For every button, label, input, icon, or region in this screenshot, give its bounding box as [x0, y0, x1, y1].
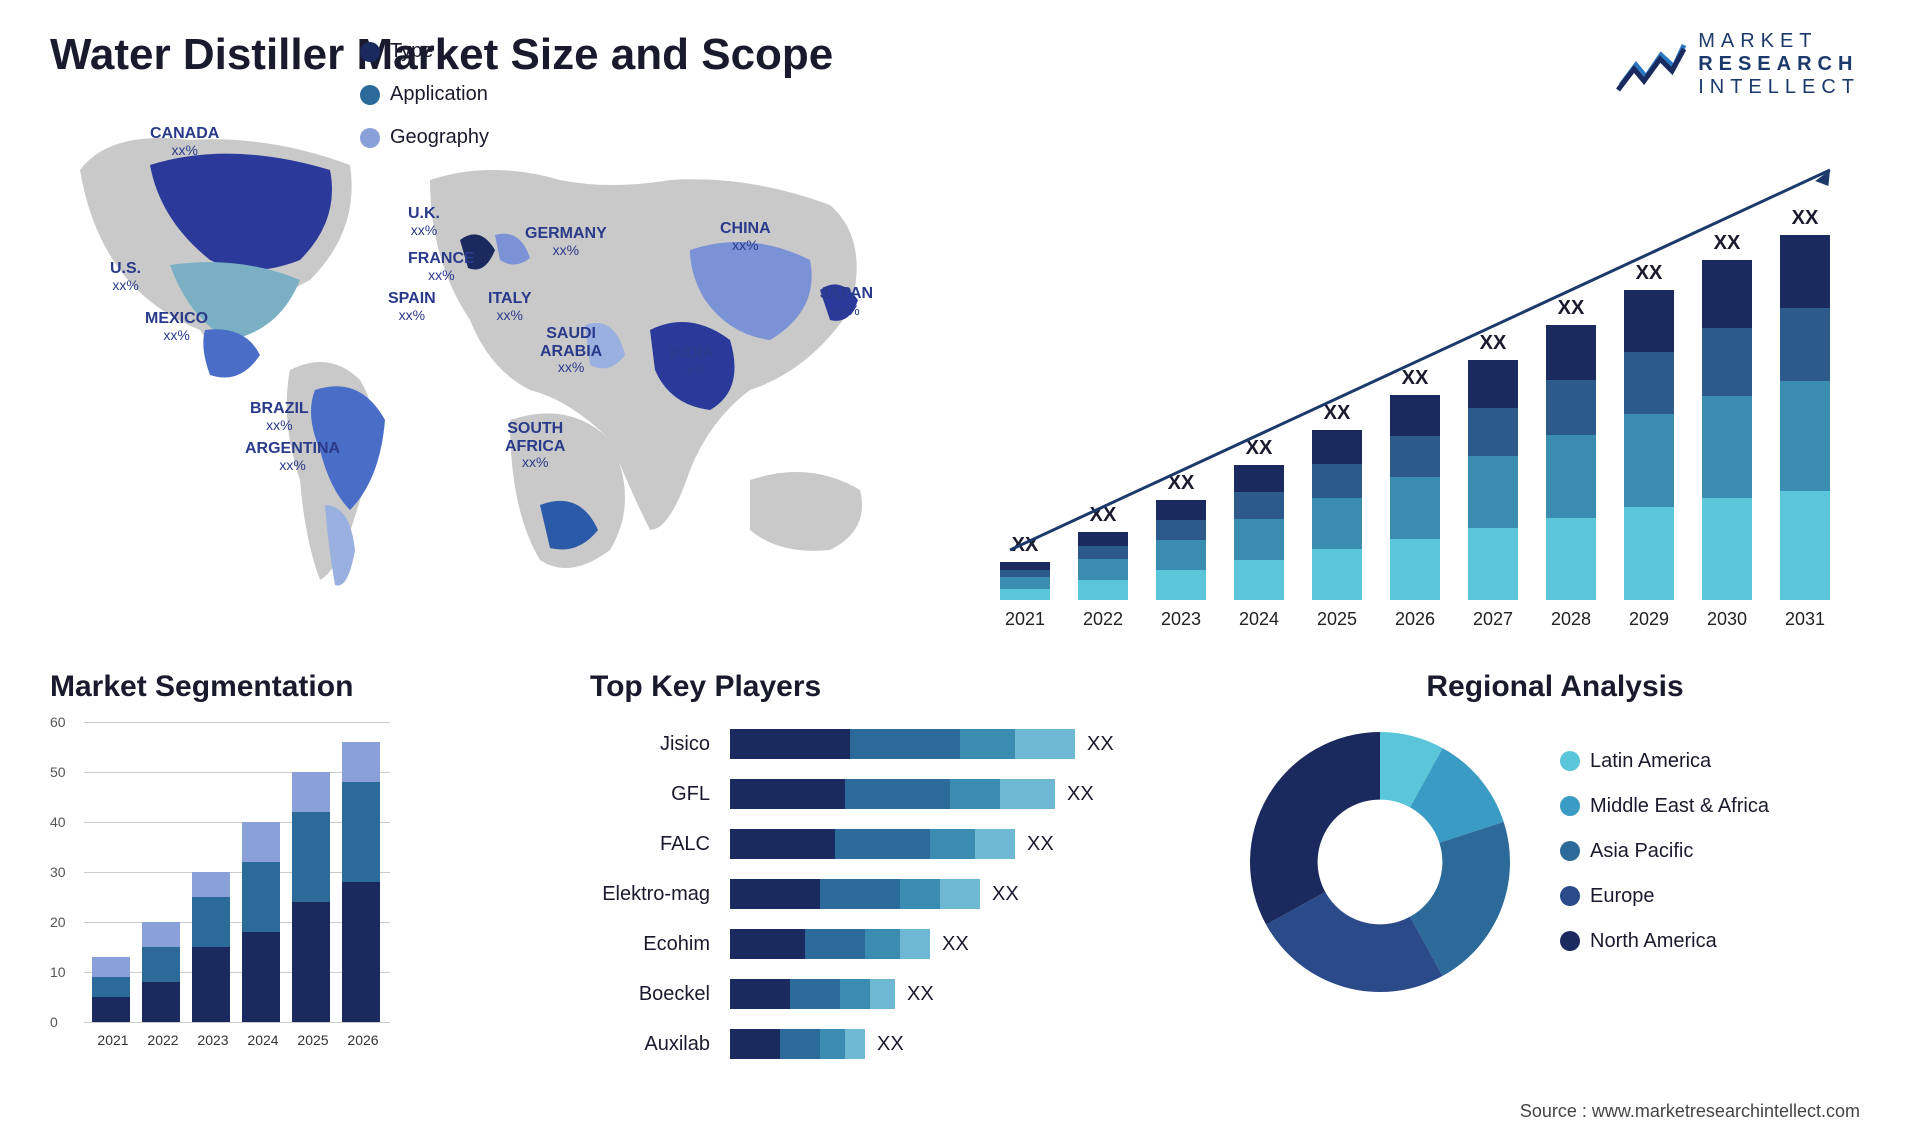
map-label: GERMANYxx% [525, 225, 607, 258]
seg-ylabel: 10 [50, 964, 66, 980]
map-label: INDIAxx% [670, 345, 714, 378]
player-value: XX [942, 933, 969, 956]
map-label: U.K.xx% [408, 205, 440, 238]
player-bar [730, 929, 930, 959]
player-value: XX [907, 983, 934, 1006]
legend-item: North America [1560, 930, 1769, 953]
map-label: ARGENTINAxx% [245, 440, 340, 473]
map-label: SOUTHAFRICAxx% [505, 420, 565, 471]
seg-bar [142, 922, 180, 1022]
player-label: Jisico [590, 733, 730, 756]
map-label: BRAZILxx% [250, 400, 309, 433]
legend-item: Type [360, 40, 489, 63]
player-row: Ecohim XX [590, 922, 1150, 966]
brand-logo: MARKET RESEARCH INTELLECT [1616, 30, 1860, 99]
legend-item: Latin America [1560, 750, 1769, 773]
player-bar [730, 979, 895, 1009]
player-value: XX [877, 1033, 904, 1056]
map-label: SPAINxx% [388, 290, 436, 323]
source-text: Source : www.marketresearchintellect.com [1520, 1101, 1860, 1122]
legend-item: Geography [360, 126, 489, 149]
player-row: FALC XX [590, 822, 1150, 866]
segmentation-chart: 202120222023202420252026 0102030405060 [50, 722, 390, 1062]
player-value: XX [1067, 783, 1094, 806]
player-label: Ecohim [590, 933, 730, 956]
legend-item: Europe [1560, 885, 1769, 908]
map-label: SAUDIARABIAxx% [540, 325, 602, 376]
page-title: Water Distiller Market Size and Scope [50, 30, 1870, 80]
world-map: CANADAxx% U.S.xx%MEXICOxx% BRAZILxx% ARGENT… [50, 110, 930, 630]
seg-xlabel: 2023 [192, 1032, 234, 1048]
map-label: ITALYxx% [488, 290, 532, 323]
player-value: XX [1087, 733, 1114, 756]
growth-chart: 2021XX2022XX2023XX2024XX2025XX2026XX2027… [970, 110, 1870, 630]
segmentation-legend: Type Application Geography [360, 40, 489, 169]
seg-bar [192, 872, 230, 1022]
player-label: GFL [590, 783, 730, 806]
seg-ylabel: 20 [50, 914, 66, 930]
player-value: XX [992, 883, 1019, 906]
player-row: Jisico XX [590, 722, 1150, 766]
seg-xlabel: 2025 [292, 1032, 334, 1048]
seg-bar [92, 957, 130, 1022]
player-label: Elektro-mag [590, 883, 730, 906]
seg-ylabel: 50 [50, 764, 66, 780]
player-label: Boeckel [590, 983, 730, 1006]
map-label: MEXICOxx% [145, 310, 208, 343]
players-title: Top Key Players [590, 670, 1230, 704]
map-label: CANADAxx% [150, 125, 219, 158]
player-row: GFL XX [590, 772, 1150, 816]
player-row: Elektro-mag XX [590, 872, 1150, 916]
map-label: CHINAxx% [720, 220, 771, 253]
seg-xlabel: 2024 [242, 1032, 284, 1048]
regional-title: Regional Analysis [1240, 670, 1870, 704]
player-bar [730, 879, 980, 909]
seg-xlabel: 2026 [342, 1032, 384, 1048]
player-bar [730, 779, 1055, 809]
map-svg [50, 110, 930, 620]
seg-bar [242, 822, 280, 1022]
seg-ylabel: 40 [50, 814, 66, 830]
segmentation-title: Market Segmentation [50, 670, 580, 704]
player-value: XX [1027, 833, 1054, 856]
map-label: FRANCExx% [408, 250, 475, 283]
player-bar [730, 729, 1075, 759]
seg-xlabel: 2021 [92, 1032, 134, 1048]
map-label: U.S.xx% [110, 260, 141, 293]
seg-xlabel: 2022 [142, 1032, 184, 1048]
logo-line3: INTELLECT [1698, 76, 1860, 99]
legend-item: Application [360, 83, 489, 106]
seg-ylabel: 60 [50, 714, 66, 730]
seg-ylabel: 30 [50, 864, 66, 880]
legend-item: Middle East & Africa [1560, 795, 1769, 818]
player-label: Auxilab [590, 1033, 730, 1056]
player-bar [730, 829, 1015, 859]
map-label: JAPANxx% [820, 285, 873, 318]
logo-line2: RESEARCH [1698, 53, 1860, 76]
trend-arrow [980, 150, 1880, 630]
players-chart: Jisico XX GFL XX FALC XX Elektro-mag XX Ecohim XX… [590, 722, 1150, 1082]
legend-item: Asia Pacific [1560, 840, 1769, 863]
seg-bar [292, 772, 330, 1022]
regional-legend: Latin America Middle East & Africa Asia Pa… [1560, 750, 1769, 975]
logo-line1: MARKET [1698, 30, 1860, 53]
regional-donut [1240, 722, 1520, 1002]
player-row: Auxilab XX [590, 1022, 1150, 1066]
donut-slice [1250, 732, 1380, 925]
player-row: Boeckel XX [590, 972, 1150, 1016]
seg-bar [342, 742, 380, 1022]
seg-ylabel: 0 [50, 1014, 58, 1030]
player-label: FALC [590, 833, 730, 856]
player-bar [730, 1029, 865, 1059]
